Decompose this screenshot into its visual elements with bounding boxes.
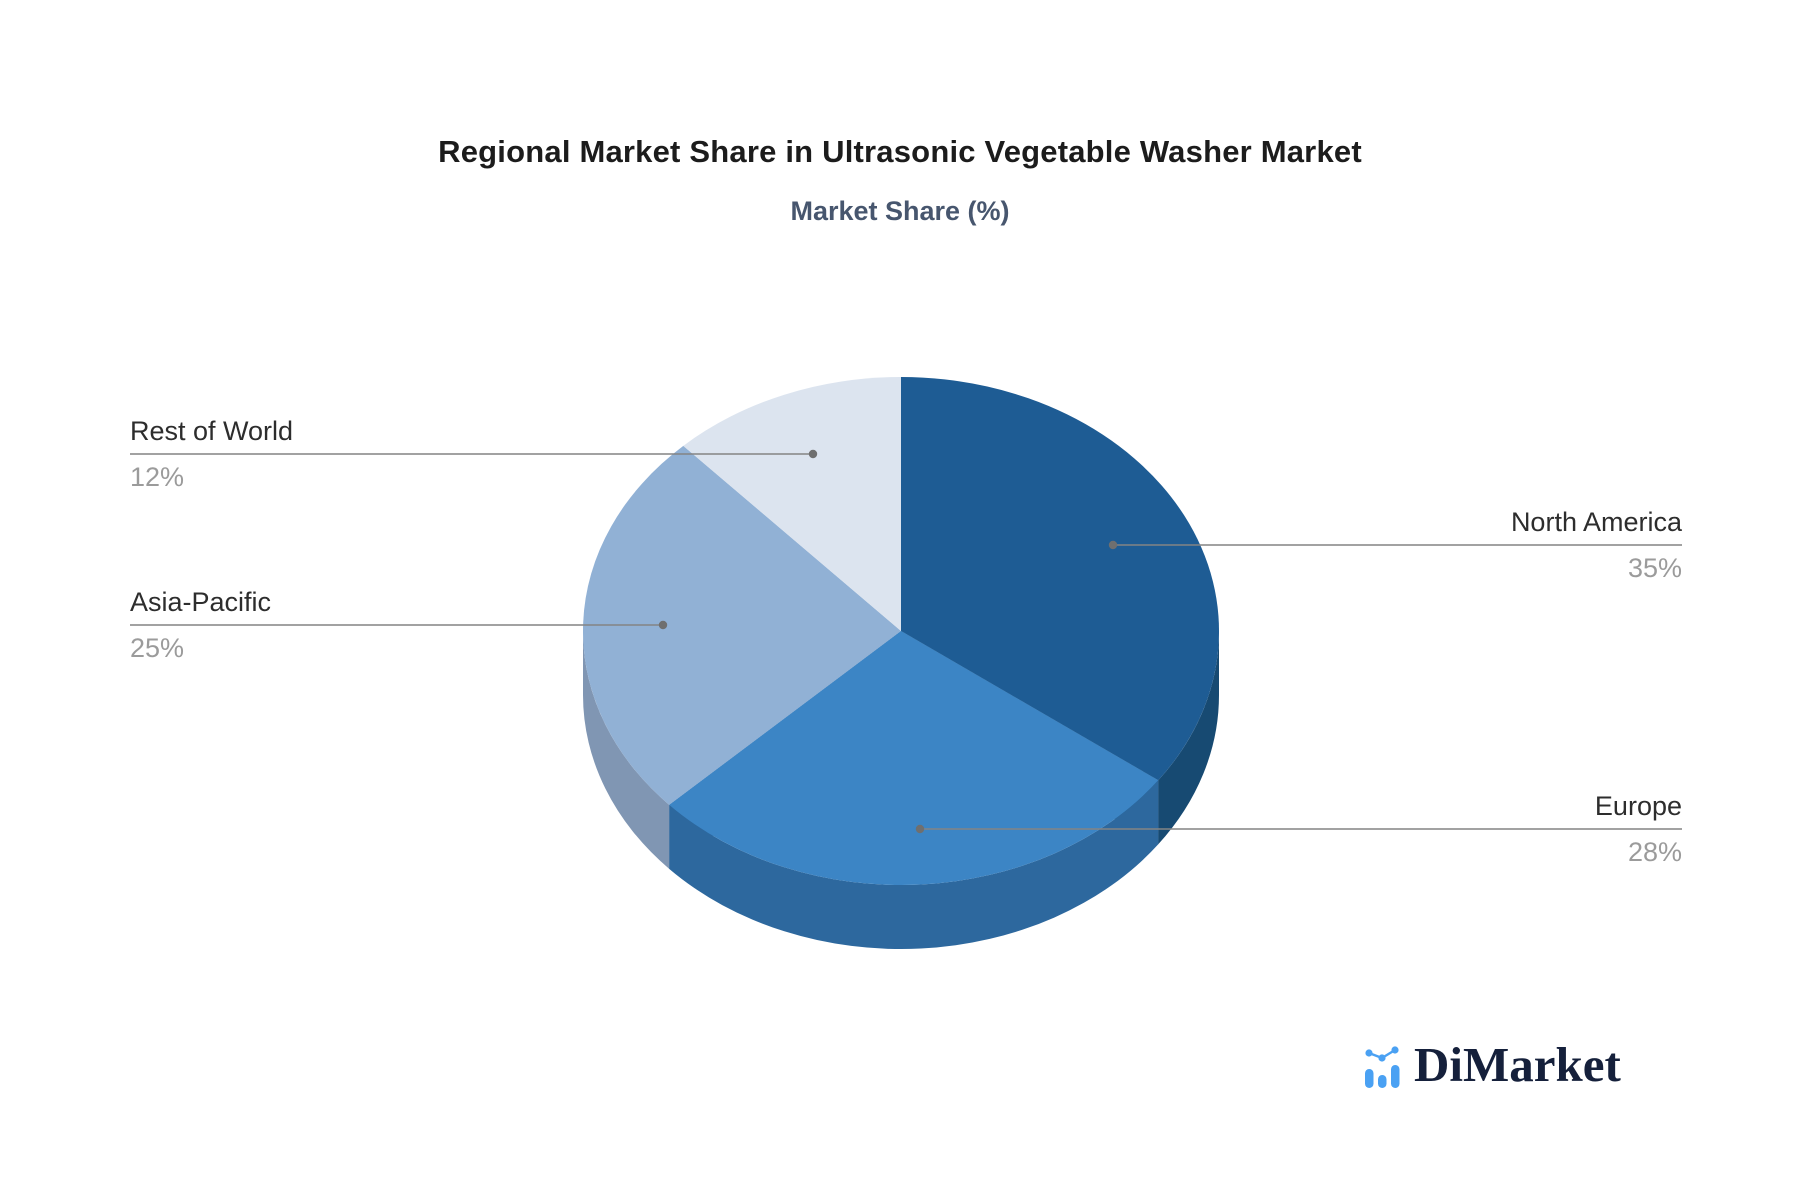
slice-label: Rest of World bbox=[130, 416, 294, 446]
pie-slice-north-america[interactable] bbox=[901, 377, 1220, 781]
chart-subtitle: Market Share (%) bbox=[790, 196, 1010, 226]
slice-value: 35% bbox=[1627, 553, 1682, 583]
pie-slice-side-asia-pacific bbox=[583, 631, 670, 869]
pie-slice-side-north-america bbox=[1158, 631, 1219, 845]
callout-north-america: North America 35% bbox=[1511, 506, 1682, 586]
callout-rest-of-world: Rest of World 12% bbox=[130, 415, 293, 495]
pie-slice-asia-pacific[interactable] bbox=[583, 445, 901, 805]
callout-europe: Europe 28% bbox=[1595, 790, 1682, 870]
slice-label: Europe bbox=[1594, 791, 1682, 821]
slice-label: Asia-Pacific bbox=[130, 587, 272, 617]
pie-slice-side-europe bbox=[669, 780, 1159, 949]
slice-value: 25% bbox=[130, 633, 185, 663]
pie-slice-rest-of-world[interactable] bbox=[683, 376, 901, 631]
chart-title: Regional Market Share in Ultrasonic Vege… bbox=[438, 134, 1362, 169]
slice-value: 28% bbox=[1627, 837, 1682, 867]
leader-dot-rest-of-world bbox=[808, 449, 818, 459]
dimarket-logo: DiMarket bbox=[1363, 1037, 1621, 1092]
pie-slice-europe[interactable] bbox=[669, 631, 1159, 885]
slice-label: North America bbox=[1510, 507, 1682, 537]
leader-dot-europe bbox=[915, 824, 925, 834]
dimarket-logo-text: DiMarket bbox=[1414, 1037, 1621, 1092]
callout-asia-pacific: Asia-Pacific 25% bbox=[130, 586, 271, 666]
leader-dot-north-america bbox=[1108, 540, 1118, 550]
slice-value: 12% bbox=[130, 462, 185, 492]
leader-dot-asia-pacific bbox=[658, 620, 668, 630]
dimarket-logo-icon bbox=[1365, 1046, 1400, 1088]
